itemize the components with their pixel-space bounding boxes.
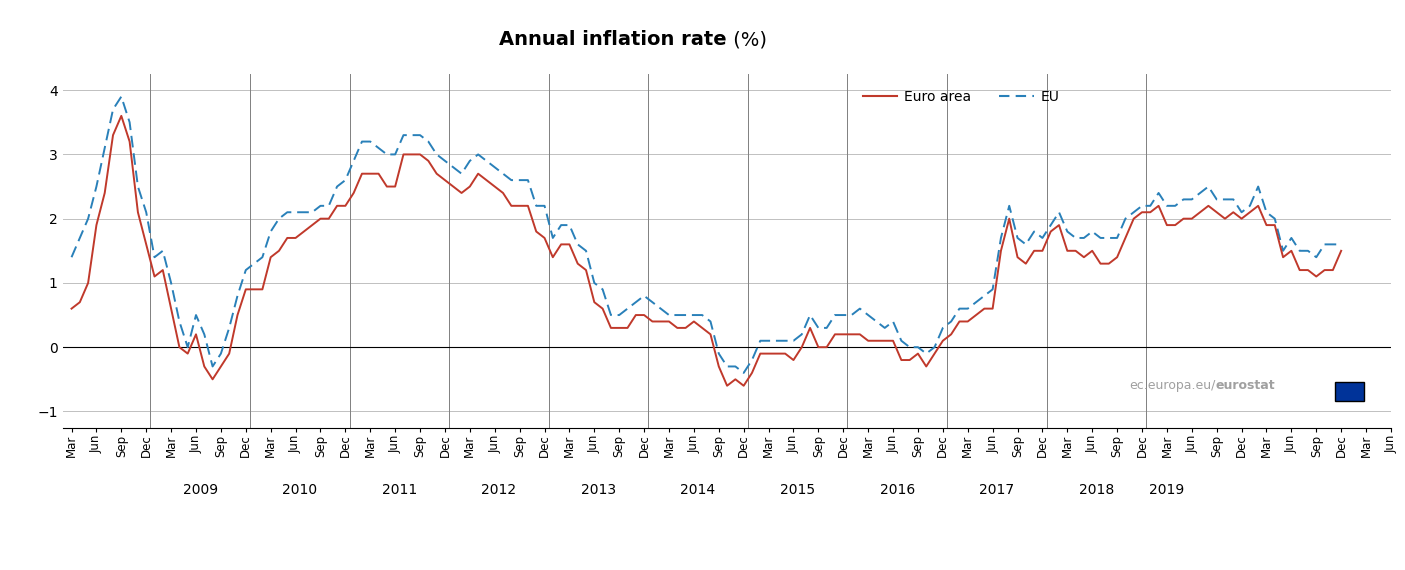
- Text: 2011: 2011: [382, 483, 417, 497]
- Text: eurostat: eurostat: [1215, 379, 1276, 392]
- Text: 2013: 2013: [580, 483, 615, 497]
- Text: Annual inflation rate: Annual inflation rate: [499, 30, 728, 50]
- Text: 2014: 2014: [680, 483, 715, 497]
- Text: 2015: 2015: [780, 483, 815, 497]
- Text: 2018: 2018: [1079, 483, 1114, 497]
- Text: (%): (%): [728, 30, 767, 50]
- Text: 2012: 2012: [482, 483, 517, 497]
- Text: 2019: 2019: [1149, 483, 1184, 497]
- Text: 2010: 2010: [282, 483, 318, 497]
- FancyBboxPatch shape: [1335, 381, 1364, 401]
- Text: 2016: 2016: [880, 483, 915, 497]
- Text: 2017: 2017: [979, 483, 1014, 497]
- Text: ec.europa.eu/: ec.europa.eu/: [1130, 379, 1215, 392]
- Legend: Euro area, EU: Euro area, EU: [857, 84, 1065, 109]
- Text: 2009: 2009: [183, 483, 218, 497]
